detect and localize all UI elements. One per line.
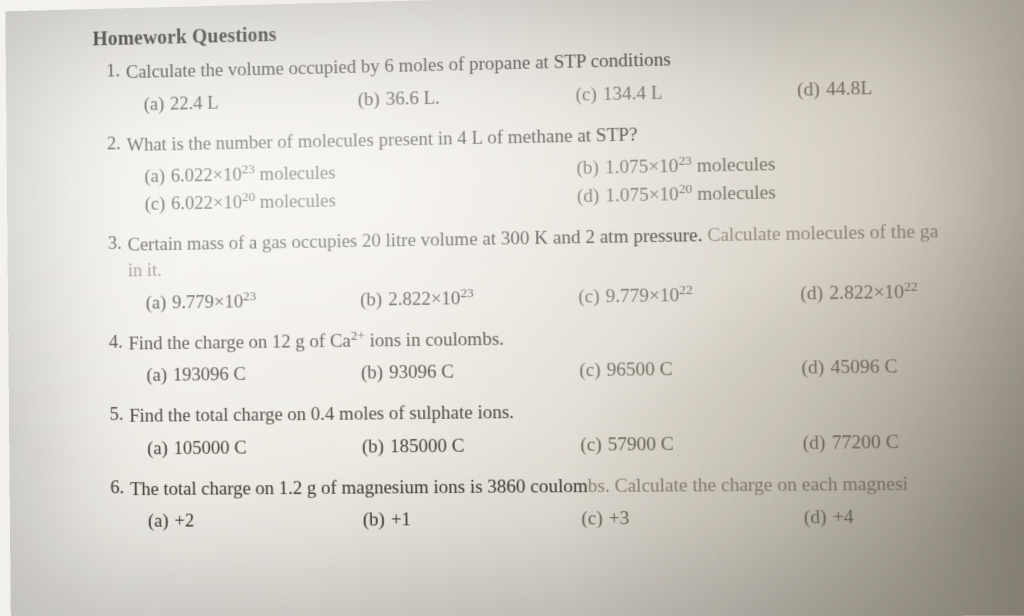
option-value: 2.822×1023: [388, 288, 474, 310]
question-number: 2.: [93, 133, 120, 155]
option-value: 36.6 L.: [386, 87, 440, 109]
question: 4. Find the charge on 12 g of Ca2+ ions i…: [95, 319, 1024, 390]
option: (a)22.4 L: [144, 86, 358, 118]
question-number: 1.: [93, 61, 120, 83]
question-prompt: The total charge on 1.2 g of magnesium i…: [130, 470, 1024, 502]
option-value: 77200 C: [831, 432, 898, 454]
option-value: +3: [609, 508, 630, 529]
option: (c) 57900 C: [580, 429, 803, 459]
option: (a) 193096 C: [146, 360, 361, 390]
option-value: 6.022×1020 molecules: [171, 191, 336, 215]
option-value: 22.4 L: [170, 92, 219, 114]
option-value: 1.075×1020 molecules: [605, 183, 776, 207]
question-prompt: Find the charge on 12 g of Ca2+ ions in …: [128, 319, 1024, 356]
option: (c) 9.779×1022: [578, 280, 800, 311]
option: (d) 44.8L: [797, 71, 1023, 104]
question: 2.What is the number of molecules presen…: [93, 114, 1024, 220]
options-row: (a)9.779×1023(b)2.822×1023(c)9.779×1022(…: [128, 276, 1024, 317]
option-value: +4: [833, 507, 854, 529]
question: 3. Certain mass of a gas occupies 20 litr…: [94, 218, 1024, 318]
question-number: 4.: [95, 331, 122, 353]
option-key: (a): [146, 365, 167, 386]
question-number: 6.: [97, 477, 124, 499]
option-value: 185000 C: [390, 435, 465, 457]
option: (b) 185000 C: [362, 431, 581, 461]
option-value: 134.4 L: [603, 82, 663, 104]
option-key: (d): [804, 507, 827, 529]
option: (a)9.779×1023: [146, 286, 361, 317]
option-value: +2: [174, 511, 194, 532]
options-row: (a) 193096 C (b) 93096 C (c) 96500 C (d) 45096 …: [129, 352, 1024, 390]
option-key: (b): [363, 510, 385, 531]
option-key: (c): [581, 509, 603, 530]
question-prompt: Certain mass of a gas occupies 20 litre …: [127, 218, 1024, 284]
option-key: (d): [800, 282, 823, 304]
options-row: (a)+2(b)+1(c)+3(d)+4: [130, 503, 1024, 536]
option-key: (b): [361, 363, 383, 384]
question: 6. The total charge on 1.2 g of magnesium…: [97, 470, 1024, 536]
option-key: (d): [797, 79, 820, 101]
option-value: 2.822×1022: [829, 281, 918, 304]
question: 1.Calculate the volume occupied by 6 mol…: [93, 39, 1023, 120]
option: (d) +4: [804, 503, 1024, 533]
option-value: 57900 C: [608, 434, 674, 456]
option-key: (c): [579, 360, 601, 381]
option-key: (a): [148, 511, 169, 532]
option-key: (a): [147, 438, 168, 459]
option-key: (a): [144, 94, 165, 115]
worksheet-page: Homework Questions 1.Calculate the volum…: [5, 0, 1024, 616]
option-key: (c): [575, 84, 597, 106]
option: (c) 134.4 L: [575, 76, 797, 109]
option-key: (c): [145, 194, 166, 215]
option: (b) +1: [363, 506, 582, 535]
option-key: (a): [146, 292, 167, 313]
option-value: 93096 C: [389, 362, 454, 384]
option-key: (a): [144, 166, 165, 187]
option: (d) 45096 C: [801, 352, 1024, 383]
option: (b) 93096 C: [361, 357, 580, 388]
option-value: 9.779×1022: [606, 284, 693, 306]
option: (c) 96500 C: [579, 355, 802, 386]
option-key: (d): [801, 357, 824, 379]
option: (a)+2: [148, 507, 363, 536]
question-prompt: Find the total charge on 0.4 moles of su…: [129, 395, 1024, 430]
option-key: (b): [358, 89, 380, 110]
option-value: +1: [391, 510, 411, 531]
option-value: 193096 C: [173, 364, 246, 386]
option: (a) 105000 C: [147, 433, 362, 463]
question-number: 3.: [94, 233, 121, 255]
option-value: 105000 C: [174, 437, 247, 458]
option-value: 44.8L: [826, 78, 873, 100]
option: (b) 2.822×1023: [360, 283, 579, 314]
question-number: 5.: [96, 404, 123, 426]
options-row: (a) 6.022×1023 molecules (b) 1.075×1023 mol…: [127, 146, 1024, 219]
option-key: (d): [577, 186, 600, 208]
question: 5. Find the total charge on 0.4 moles of …: [96, 395, 1024, 464]
option-key: (b): [362, 436, 384, 457]
options-row: (a) 105000 C (b) 185000 C (c) 57900 C (d)77200…: [130, 427, 1024, 463]
option: (d)77200 C: [802, 427, 1024, 458]
option-value: 9.779×1023: [172, 291, 256, 313]
option: (c) +3: [581, 504, 804, 534]
option-key: (c): [578, 286, 600, 307]
option-value: 45096 C: [830, 356, 897, 378]
option-key: (b): [360, 289, 382, 310]
questions-container: 1.Calculate the volume occupied by 6 mol…: [93, 39, 1024, 537]
option-value: 6.022×1023 molecules: [171, 163, 336, 187]
option-value: 96500 C: [607, 359, 673, 381]
option: (b) 36.6 L.: [358, 81, 576, 114]
option-key: (d): [803, 432, 826, 454]
option-value: 1.075×1023 molecules: [605, 154, 776, 178]
option-key: (b): [576, 158, 599, 180]
option: (d) 2.822×1022: [800, 276, 1024, 308]
option-key: (c): [580, 434, 602, 455]
